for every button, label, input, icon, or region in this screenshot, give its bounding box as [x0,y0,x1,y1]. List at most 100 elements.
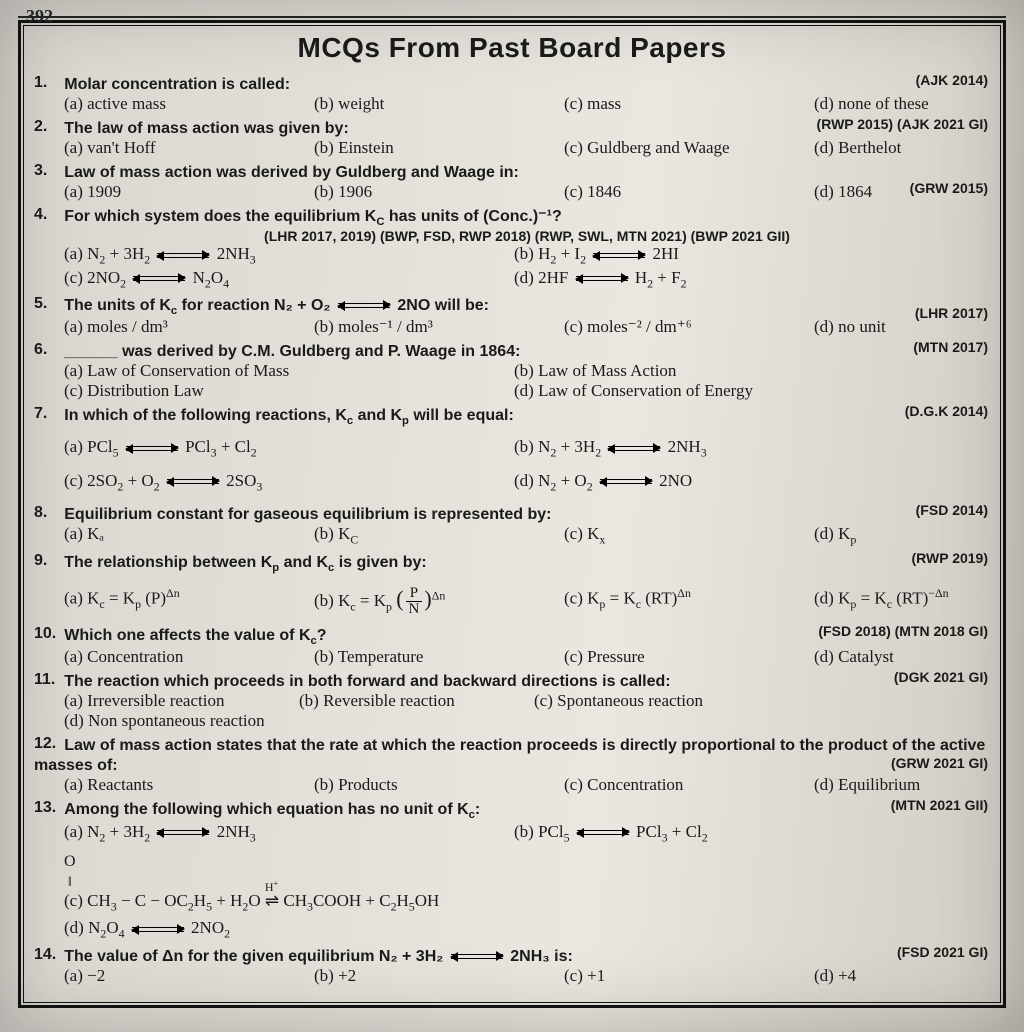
options-row2: (c) Distribution Law (d) Law of Conserva… [64,381,990,401]
option-a: (a) van't Hoff [64,138,284,158]
stem-part: will be equal: [409,407,514,424]
reference: (RWP 2015) (AJK 2021 GI) [817,116,988,132]
stem-part: has units of (Conc.)⁻¹? [384,208,561,225]
reference: (AJK 2014) [916,72,988,88]
option-b: (b) PCl5 PCl3 + Cl2 [514,822,708,845]
question-13: (MTN 2021 GII) 13. Among the following w… [34,799,990,941]
option-a: (a) Kₐ [64,524,284,547]
divider [18,16,1006,18]
page-number: 392 [26,6,53,27]
option-a: (a) Law of Conservation of Mass [64,361,484,381]
options: (a) active mass (b) weight (c) mass (d) … [64,94,990,114]
question-stem: ______ was derived by C.M. Guldberg and … [64,343,520,360]
stem-part: Which one affects the value of K [64,627,310,644]
option-b: (b) N2 + 3H2 2NH3 [514,437,707,460]
option-c: (c) moles⁻² / dm⁺⁶ [564,317,784,337]
option-a: (a) Reactants [64,775,284,795]
options: (a) Kₐ (b) KC (c) Kx (d) Kp [64,524,990,547]
option-b: (b) Einstein [314,138,534,158]
question-number: 14. [34,946,60,964]
question-14: (FSD 2021 GI) 14. The value of Δn for th… [34,946,990,986]
stem-part: The units of K [64,297,171,314]
option-a: (a) Concentration [64,647,284,667]
question-stem: The reaction which proceeds in both forw… [64,673,670,690]
question-stem: Law of mass action was derived by Guldbe… [64,164,519,181]
question-stem: Which one affects the value of Kc? [64,627,326,644]
question-number: 1. [34,74,60,92]
question-11: (DGK 2021 GI) 11. The reaction which pro… [34,671,990,731]
question-stem: Molar concentration is called: [64,76,290,93]
option-c: (c) Concentration [564,775,784,795]
option-a: (a) moles / dm³ [64,317,284,337]
question-stem: Among the following which equation has n… [64,801,480,818]
option-b: (b) H2 + I2 2HI [514,244,679,267]
reference: (GRW 2015) [910,180,988,196]
option-b: (b) 1906 [314,182,534,202]
stem-part: and K [353,407,402,424]
option-d: (d) Berthelot [814,138,901,158]
option-d: (d) +4 [814,966,856,986]
reference: (D.G.K 2014) [905,403,988,419]
question-3: (GRW 2015) 3. Law of mass action was der… [34,162,990,202]
option-a: (a) Irreversible reaction [64,691,269,711]
stem-part: The relationship between K [64,554,272,571]
question-stem: The units of Kc for reaction N₂ + O₂ 2NO… [64,297,489,314]
section-title: MCQs From Past Board Papers [34,32,990,64]
options: (a) PCl5 PCl3 + Cl2 (b) N2 + 3H2 2NH3 [64,437,990,460]
page: 392 MCQs From Past Board Papers (AJK 201… [0,0,1024,1032]
option-d: (d) Catalyst [814,647,894,667]
option-b: (b) Reversible reaction [299,691,504,711]
option-b: (b) Temperature [314,647,534,667]
option-b: (b) Law of Mass Action [514,361,676,381]
option-c: (c) Kp = Kc (RT)Δn [564,586,784,618]
option-c: (c) 2NO2 N2O4 [64,268,484,291]
options: (a) 1909 (b) 1906 (c) 1846 (d) 1864 [64,182,990,202]
stem-part: The value of Δn for the given equilibriu… [64,948,443,965]
option-d: (d) no unit [814,317,886,337]
question-12: (GRW 2021 GI) 12. Law of mass action sta… [34,735,990,795]
question-number: 2. [34,118,60,136]
reference: (LHR 2017) [915,305,988,321]
options: (a) Law of Conservation of Mass (b) Law … [64,361,990,381]
question-number: 11. [34,671,60,689]
options-row2: (c) 2NO2 N2O4 (d) 2HF H2 + F2 [64,268,990,291]
question-8: (FSD 2014) 8. Equilibrium constant for g… [34,504,990,547]
question-number: 3. [34,162,60,180]
option-c: (c) Guldberg and Waage [564,138,784,158]
option-b: (b) Kc = Kp (PN)Δn [314,586,534,618]
options: (a) Kc = Kp (P)Δn (b) Kc = Kp (PN)Δn (c)… [64,586,990,618]
question-7: (D.G.K 2014) 7. In which of the followin… [34,405,990,494]
question-stem: The law of mass action was given by: [64,120,349,137]
option-d: (d) Equilibrium [814,775,920,795]
stem-part: In which of the following reactions, K [64,407,347,424]
question-5: (LHR 2017) 5. The units of Kc for reacti… [34,295,990,337]
stem-part: 2NO will be: [397,297,489,314]
question-4: 4. For which system does the equilibrium… [34,206,990,291]
option-d: (d) Non spontaneous reaction [64,711,265,731]
reference: (GRW 2021 GI) [891,755,988,771]
content-frame: MCQs From Past Board Papers (AJK 2014) 1… [18,20,1006,1008]
option-c: (c) Distribution Law [64,381,484,401]
option-c: (c) Spontaneous reaction [534,691,749,711]
question-stem: In which of the following reactions, Kc … [64,407,514,424]
option-d: (d) Kp [814,524,856,547]
question-number: 5. [34,295,60,313]
options: (a) moles / dm³ (b) moles⁻¹ / dm³ (c) mo… [64,317,990,337]
option-a: (a) N2 + 3H2 2NH3 [64,822,484,845]
option-d: (d) 2HF H2 + F2 [514,268,687,291]
option-c: O ‖ (c) CH3 − C − OC2H5 + H2O ⇌H+ CH3COO… [34,851,990,914]
option-b: (b) Products [314,775,534,795]
stem-part: for reaction N₂ + O₂ [177,297,330,314]
options: (a) Irreversible reaction (b) Reversible… [64,691,990,731]
stem-part: Among the following which equation has n… [64,801,468,818]
options: (a) van't Hoff (b) Einstein (c) Guldberg… [64,138,990,158]
option-b: (b) weight [314,94,534,114]
option-b: (b) moles⁻¹ / dm³ [314,317,534,337]
question-1: (AJK 2014) 1. Molar concentration is cal… [34,74,990,114]
question-stem: For which system does the equilibrium KC… [64,208,561,225]
question-2: (RWP 2015) (AJK 2021 GI) 2. The law of m… [34,118,990,158]
option-b: (b) +2 [314,966,534,986]
question-stem: The value of Δn for the given equilibriu… [64,948,573,965]
option-a: (a) N2 + 3H2 2NH3 [64,244,484,267]
question-stem: Equilibrium constant for gaseous equilib… [64,506,551,523]
